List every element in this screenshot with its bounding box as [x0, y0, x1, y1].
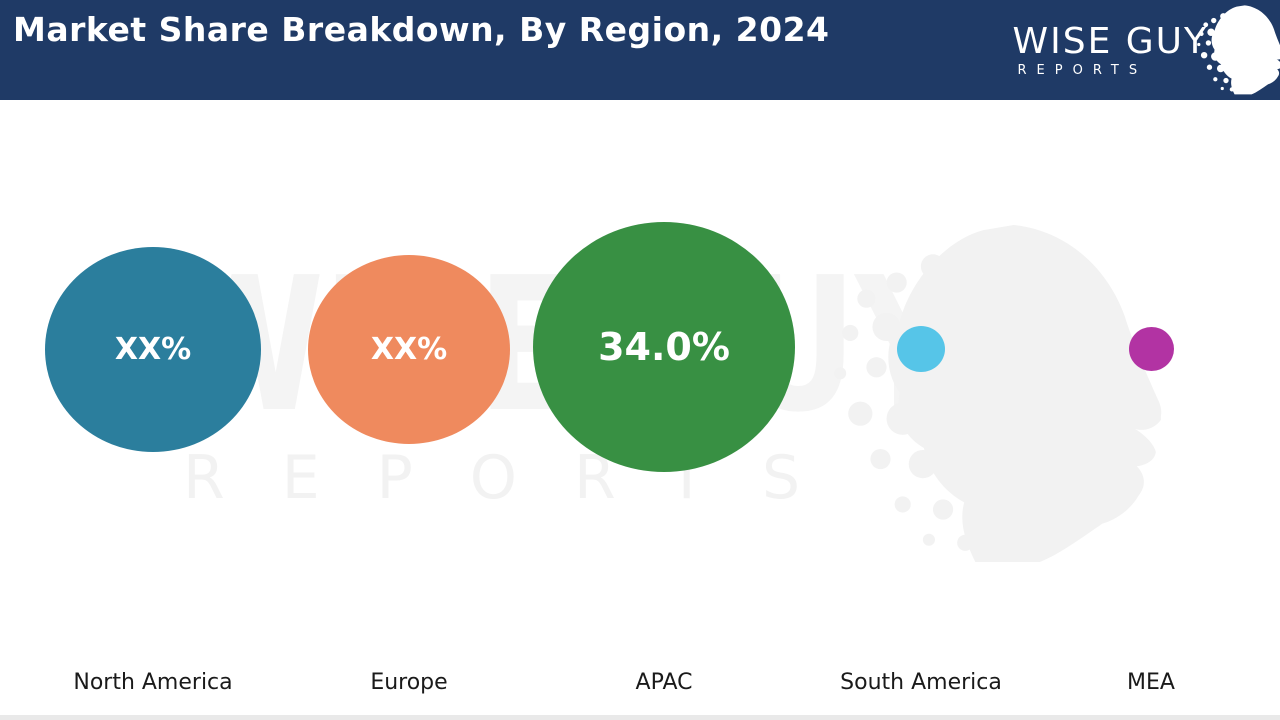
watermark-head-icon	[834, 225, 1162, 562]
bubble-europe: XX%	[308, 254, 510, 444]
bubble-apac: 34.0%	[533, 222, 795, 472]
bubble-mea	[1128, 327, 1174, 371]
bubble-north-america: XX%	[45, 246, 261, 452]
category-label-mea: MEA	[1127, 670, 1175, 695]
category-label-north-america: North America	[73, 670, 233, 695]
category-label-europe: Europe	[370, 670, 448, 695]
logo-head-icon	[1197, 5, 1280, 95]
watermark-tagline: REPORTS	[183, 443, 858, 513]
logo-wordmark: WISE GUY REPORTS	[1013, 22, 1209, 78]
category-label-apac: APAC	[635, 670, 693, 695]
category-label-south-america: South America	[840, 670, 1002, 695]
header: Market Share Breakdown, By Region, 2024 …	[0, 0, 1280, 100]
wiseguy-logo: WISE GUY REPORTS	[1013, 0, 1280, 100]
logo-tagline: REPORTS	[1017, 62, 1148, 78]
logo-name: WISE GUY	[1012, 21, 1208, 62]
bubble-south-america	[897, 326, 945, 372]
bottom-edge	[0, 715, 1280, 720]
page-title: Market Share Breakdown, By Region, 2024	[13, 10, 830, 49]
